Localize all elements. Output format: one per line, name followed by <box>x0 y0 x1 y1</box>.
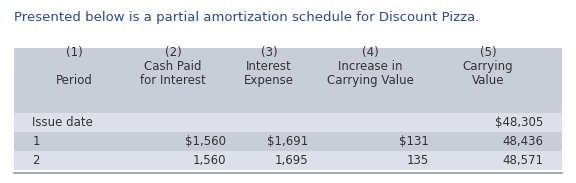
Text: $1,560: $1,560 <box>185 135 226 148</box>
Text: (2): (2) <box>165 46 181 59</box>
Text: $48,305: $48,305 <box>495 116 544 129</box>
Text: Carrying Value: Carrying Value <box>327 74 414 87</box>
Text: (4): (4) <box>362 46 378 59</box>
Text: 48,436: 48,436 <box>502 135 544 148</box>
Text: (5): (5) <box>480 46 497 59</box>
Bar <box>14 48 562 113</box>
Text: Presented below is a partial amortization schedule for Discount Pizza.: Presented below is a partial amortizatio… <box>14 11 479 24</box>
Text: Issue date: Issue date <box>32 116 93 129</box>
Text: for Interest: for Interest <box>140 74 206 87</box>
Text: Period: Period <box>56 74 93 87</box>
Text: $1,691: $1,691 <box>267 135 308 148</box>
Bar <box>14 151 562 170</box>
Bar <box>14 113 562 132</box>
Text: 2: 2 <box>32 154 40 167</box>
Text: 1: 1 <box>32 135 40 148</box>
Text: (1): (1) <box>66 46 82 59</box>
Text: Interest: Interest <box>246 60 291 73</box>
Text: Carrying: Carrying <box>463 60 513 73</box>
Text: Increase in: Increase in <box>338 60 403 73</box>
Text: Value: Value <box>472 74 504 87</box>
Text: 1,695: 1,695 <box>274 154 308 167</box>
Bar <box>14 132 562 151</box>
Text: 1,560: 1,560 <box>192 154 226 167</box>
Text: Expense: Expense <box>244 74 294 87</box>
Text: $131: $131 <box>399 135 429 148</box>
Text: 135: 135 <box>406 154 429 167</box>
Text: (3): (3) <box>260 46 277 59</box>
Text: Cash Paid: Cash Paid <box>144 60 202 73</box>
Text: 48,571: 48,571 <box>502 154 544 167</box>
